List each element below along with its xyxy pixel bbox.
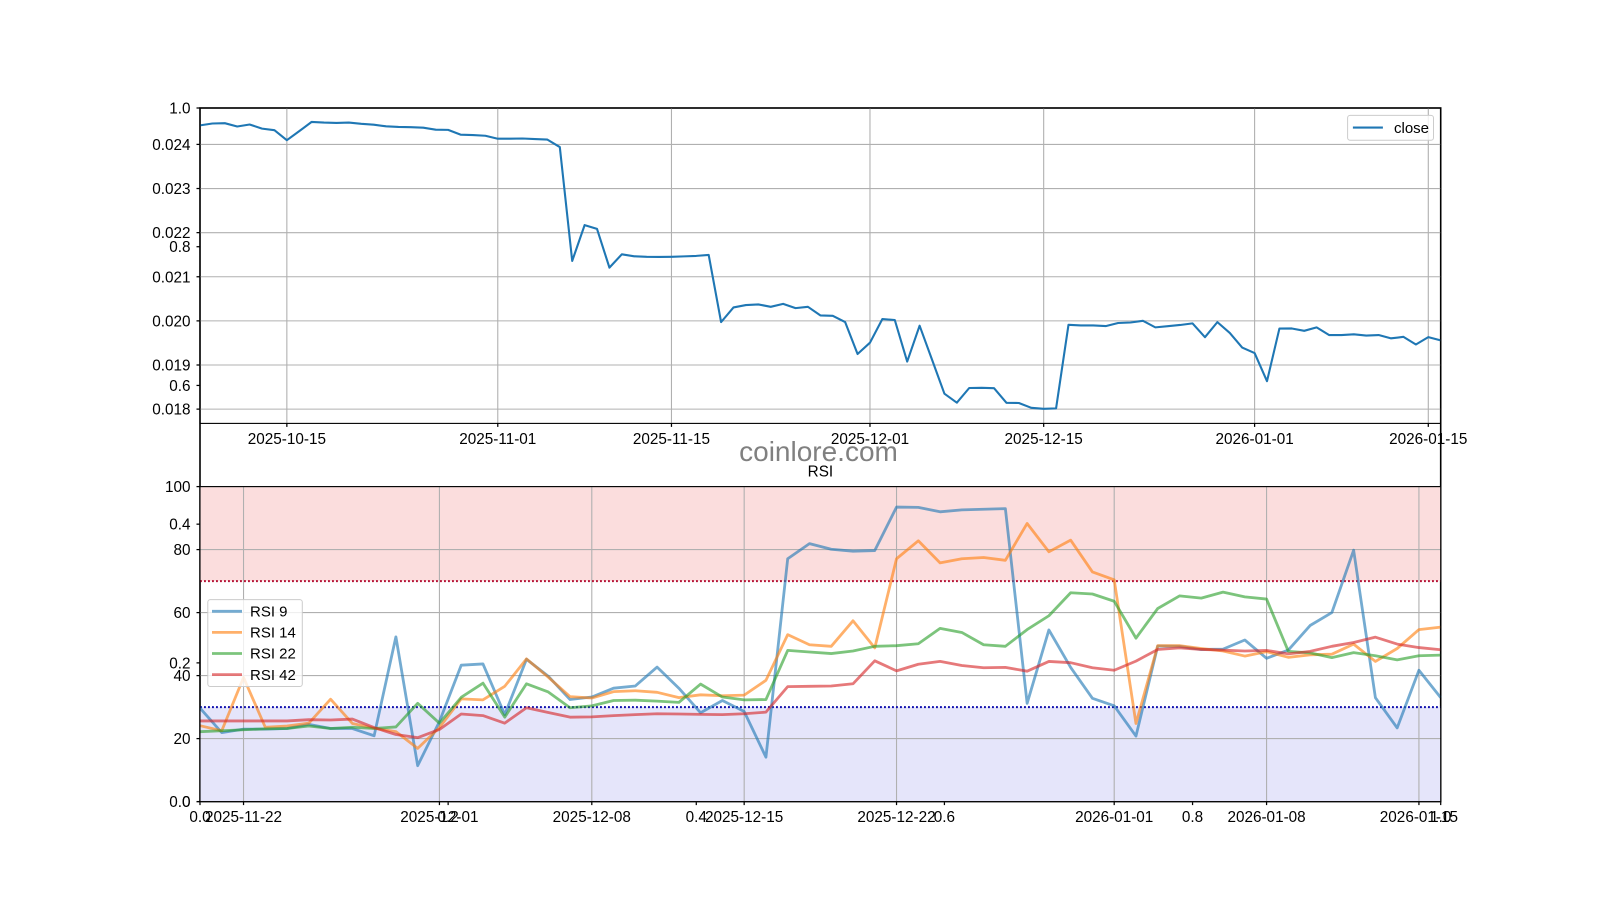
svg-text:0.022: 0.022	[152, 225, 190, 242]
svg-text:0.019: 0.019	[152, 358, 190, 375]
svg-text:80: 80	[173, 542, 190, 559]
svg-text:2025-12-15: 2025-12-15	[1005, 431, 1083, 448]
svg-text:2025-12-01: 2025-12-01	[831, 431, 909, 448]
svg-text:2026-01-01: 2026-01-01	[1215, 431, 1293, 448]
svg-text:2025-11-22: 2025-11-22	[205, 809, 282, 826]
svg-text:100: 100	[165, 479, 191, 496]
svg-text:2025-12-01: 2025-12-01	[400, 809, 478, 826]
svg-text:0.8: 0.8	[169, 239, 190, 256]
svg-text:60: 60	[173, 605, 190, 622]
svg-text:0.2: 0.2	[169, 655, 190, 672]
svg-text:RSI 9: RSI 9	[250, 604, 288, 621]
svg-text:0: 0	[182, 794, 191, 811]
svg-text:2025-12-22: 2025-12-22	[857, 809, 935, 826]
svg-text:coinlore.com: coinlore.com	[739, 436, 898, 467]
svg-text:2025-11-15: 2025-11-15	[633, 431, 710, 448]
svg-text:close: close	[1394, 120, 1429, 137]
svg-text:0.8: 0.8	[1182, 809, 1203, 826]
svg-text:RSI 42: RSI 42	[250, 667, 296, 684]
svg-text:2026-01-15: 2026-01-15	[1389, 431, 1467, 448]
svg-text:2026-01-15: 2026-01-15	[1380, 809, 1458, 826]
svg-text:20: 20	[173, 731, 190, 748]
svg-text:2026-01-01: 2026-01-01	[1075, 809, 1153, 826]
svg-text:40: 40	[173, 668, 190, 685]
svg-text:1.0: 1.0	[1430, 809, 1451, 826]
svg-text:RSI 14: RSI 14	[250, 625, 296, 642]
svg-text:2026-01-08: 2026-01-08	[1227, 809, 1305, 826]
svg-text:RSI: RSI	[808, 464, 834, 481]
svg-text:0.6: 0.6	[934, 809, 955, 826]
svg-text:2025-10-15: 2025-10-15	[248, 431, 326, 448]
svg-text:0.4: 0.4	[169, 517, 191, 534]
svg-text:0.2: 0.2	[438, 809, 459, 826]
svg-text:0.021: 0.021	[152, 269, 190, 286]
svg-text:0.0: 0.0	[189, 809, 210, 826]
svg-text:0.6: 0.6	[169, 378, 190, 395]
svg-text:2025-12-08: 2025-12-08	[553, 809, 631, 826]
svg-text:1.0: 1.0	[169, 101, 190, 118]
svg-text:0.020: 0.020	[152, 313, 190, 330]
svg-text:0.018: 0.018	[152, 402, 190, 419]
svg-text:2025-12-15: 2025-12-15	[705, 809, 783, 826]
svg-text:0.4: 0.4	[686, 809, 708, 826]
svg-text:0.0: 0.0	[169, 794, 190, 811]
svg-text:2025-11-01: 2025-11-01	[459, 431, 536, 448]
svg-text:0.024: 0.024	[152, 137, 191, 154]
svg-text:0.023: 0.023	[152, 181, 190, 198]
svg-text:RSI 22: RSI 22	[250, 646, 296, 663]
